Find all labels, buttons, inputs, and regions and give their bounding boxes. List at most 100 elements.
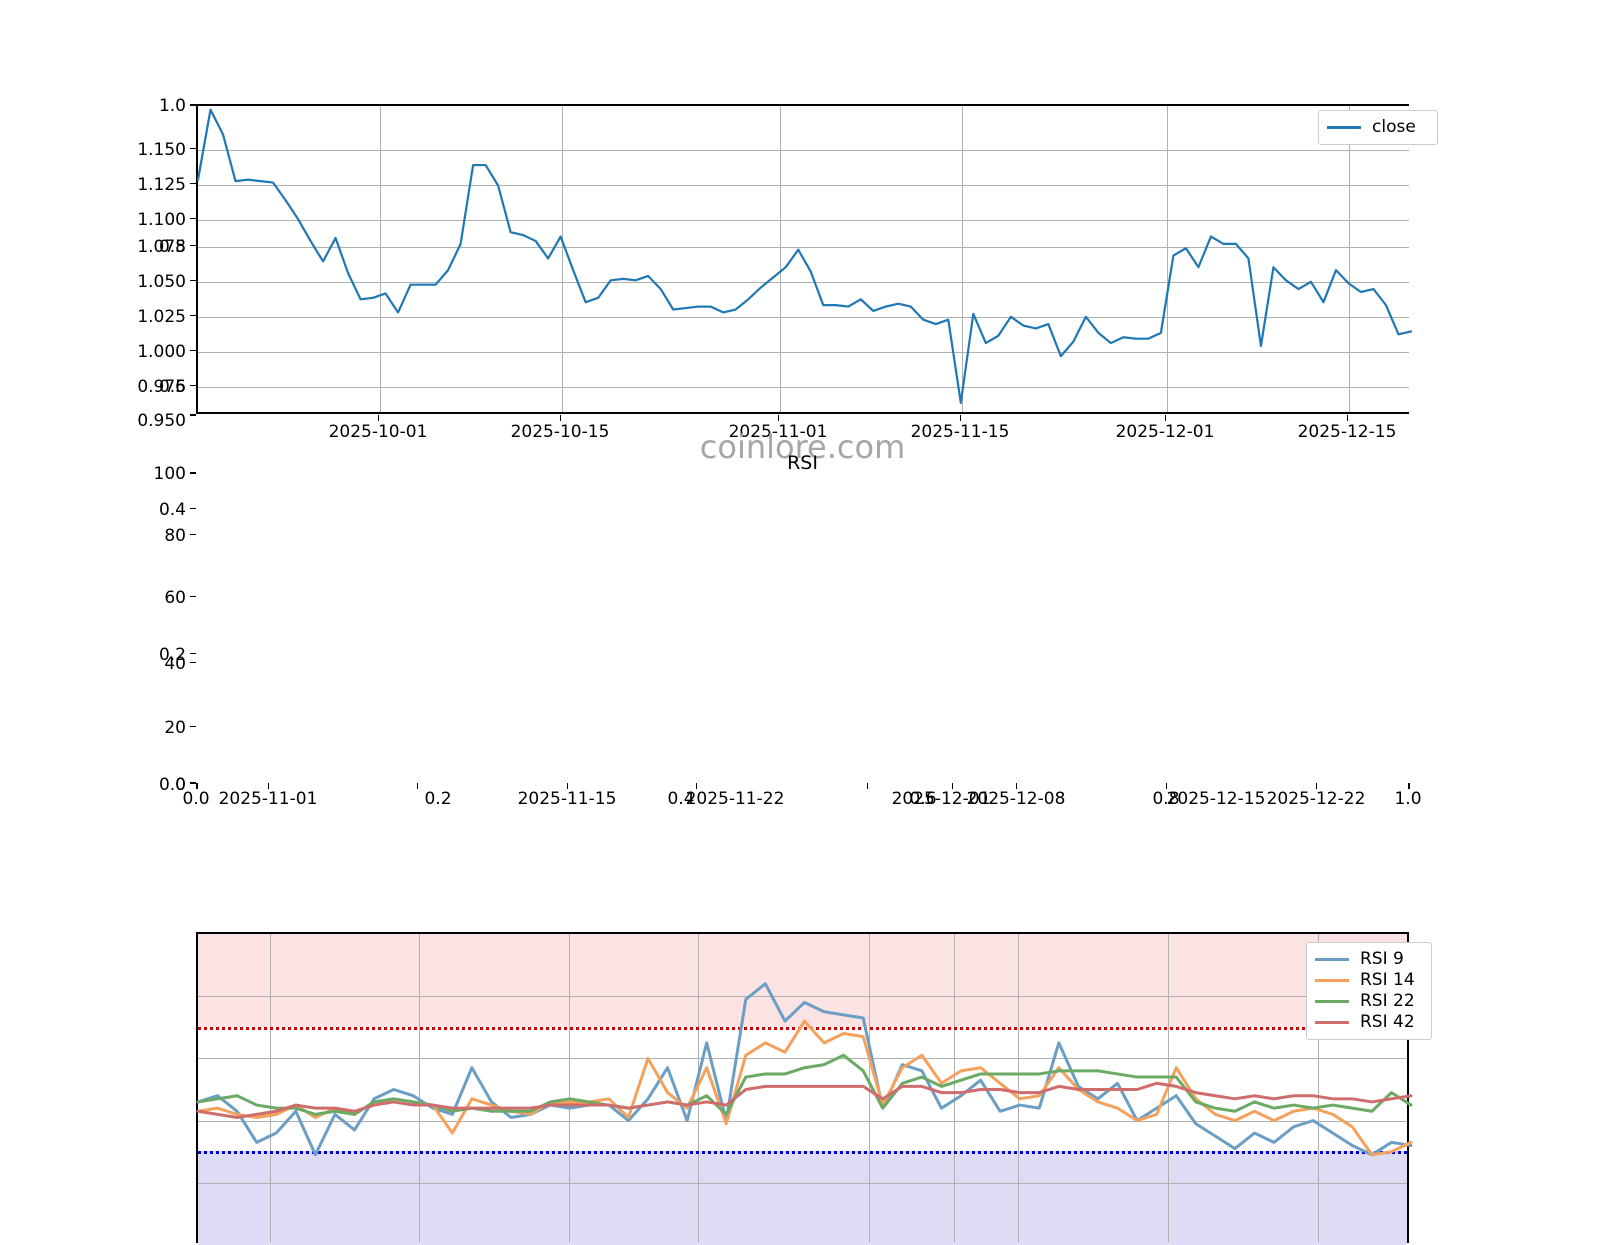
- price-y-tick-label: 0.975: [137, 377, 186, 397]
- legend-label: RSI 22: [1360, 991, 1415, 1011]
- axis-tick: [190, 596, 196, 597]
- legend-label: RSI 14: [1360, 970, 1415, 990]
- legend-item-rsi42[interactable]: RSI 42: [1315, 1012, 1421, 1033]
- rsi-x-tick-label: 2025-11-22: [685, 789, 785, 809]
- rsi-y-secondary-tick-label: 0.4: [158, 500, 186, 520]
- close-price-line: [196, 108, 1413, 404]
- axis-tick: [1166, 783, 1167, 789]
- rsi-panel-title: RSI: [787, 452, 818, 474]
- rsi-y-tick-label: 80: [164, 526, 186, 546]
- rsi-x-secondary-tick-label: 0.0: [182, 789, 210, 809]
- rsi-x-tick-label: 2025-12-01: [891, 789, 991, 809]
- price-y-tick-label: 1.125: [137, 175, 186, 195]
- gridline: [962, 106, 963, 412]
- legend-item-rsi22[interactable]: RSI 22: [1315, 991, 1421, 1012]
- axis-tick: [1016, 783, 1017, 789]
- axis-tick: [778, 415, 779, 421]
- axis-tick: [867, 783, 868, 789]
- axis-tick: [190, 218, 196, 219]
- rsi22-line-swatch-icon: [1315, 1000, 1349, 1003]
- rsi-x-tick-label: 2025-12-15: [1166, 789, 1266, 809]
- gridline: [380, 106, 381, 412]
- rsi-x-tick-label: 2025-12-22: [1266, 789, 1366, 809]
- rsi-plot-area: [196, 932, 1413, 1245]
- price-y-secondary-tick-label: 0.8: [158, 237, 186, 257]
- axis-tick: [196, 783, 198, 789]
- price-x-tick-label: 2025-11-15: [910, 422, 1010, 442]
- price-y-tick-label: 0.950: [137, 411, 186, 431]
- gridline: [198, 150, 1409, 151]
- axis-tick: [190, 245, 196, 246]
- gridline: [780, 106, 781, 412]
- axis-tick: [190, 782, 196, 784]
- gridline: [562, 106, 563, 412]
- axis-tick: [190, 726, 196, 727]
- gridline: [198, 185, 1409, 186]
- rsi-y-tick-label: 100: [153, 464, 186, 484]
- rsi-y-tick-label: 60: [164, 588, 186, 608]
- axis-tick: [190, 148, 196, 149]
- rsi14-line-swatch-icon: [1315, 979, 1349, 982]
- price-x-tick-label: 2025-12-15: [1297, 422, 1397, 442]
- rsi-x-secondary-tick-label: 0.6: [909, 789, 937, 809]
- axis-tick: [190, 508, 196, 509]
- rsi-panel: 100 80 60 40 20 0 0.4 0.2 0.0: [0, 460, 1600, 1245]
- rsi-y-secondary-tick-label: 0.2: [158, 645, 186, 665]
- axis-tick: [696, 783, 697, 789]
- axis-tick: [190, 472, 196, 474]
- price-y-tick-label: 1.000: [137, 342, 186, 362]
- axis-tick: [560, 415, 561, 421]
- rsi9-line-swatch-icon: [1315, 958, 1349, 961]
- gridline: [198, 352, 1409, 353]
- rsi-series-lines: [196, 982, 1413, 1157]
- axis-tick: [190, 662, 196, 663]
- price-legend: close: [1318, 110, 1438, 145]
- gridline: [1349, 106, 1350, 412]
- axis-tick: [190, 385, 196, 386]
- rsi-x-secondary-tick-label: 0.8: [1152, 789, 1180, 809]
- axis-tick: [567, 783, 568, 789]
- rsi-x-tick-label: 2025-11-15: [517, 789, 617, 809]
- rsi42-line-swatch-icon: [1315, 1021, 1349, 1024]
- axis-tick: [1347, 415, 1348, 421]
- rsi-y-tick-label: 40: [164, 654, 186, 674]
- rsi-x-secondary-tick-label: 0.4: [667, 789, 695, 809]
- legend-item-close[interactable]: close: [1327, 117, 1427, 138]
- axis-tick: [268, 783, 269, 789]
- axis-tick: [190, 315, 196, 316]
- price-y-tick-label: 1.075: [137, 237, 186, 257]
- rsi-x-tick-label: 2025-11-01: [218, 789, 318, 809]
- price-y-tick-label: 1.050: [137, 272, 186, 292]
- price-x-tick-label: 2025-10-15: [510, 422, 610, 442]
- rsi-y-secondary-tick-label: 0.0: [158, 775, 186, 795]
- gridline: [198, 317, 1409, 318]
- axis-tick: [1165, 415, 1166, 421]
- price-y-secondary-tick-label: 0.6: [158, 377, 186, 397]
- axis-tick: [190, 350, 196, 351]
- rsi-x-tick-label: 2025-12-08: [966, 789, 1066, 809]
- gridline: [1167, 106, 1168, 412]
- gridline: [198, 282, 1409, 283]
- axis-tick: [190, 183, 196, 184]
- legend-item-rsi14[interactable]: RSI 14: [1315, 970, 1421, 991]
- rsi-x-secondary-tick-label: 1.0: [1394, 789, 1422, 809]
- series-close: [196, 108, 1413, 404]
- axis-tick: [190, 534, 196, 535]
- gridline: [198, 220, 1409, 221]
- axis-tick: [190, 104, 196, 106]
- legend-label: RSI 9: [1360, 949, 1404, 969]
- rsi-y-tick-label: 20: [164, 718, 186, 738]
- rsi-y-tick-label: 0: [175, 775, 186, 795]
- gridline: [198, 387, 1409, 388]
- price-y-tick-label: 1.025: [137, 307, 186, 327]
- rsi-legend: RSI 9 RSI 14 RSI 22 RSI 42: [1306, 942, 1432, 1040]
- watermark-text: coinlore.com: [699, 428, 906, 466]
- price-x-tick-label: 2025-11-01: [728, 422, 828, 442]
- axis-tick: [1408, 783, 1410, 789]
- price-panel: 1.150 1.125 1.100 1.075 1.050 1.025 1.00…: [0, 0, 1600, 455]
- price-x-tick-label: 2025-10-01: [328, 422, 428, 442]
- gridline: [198, 247, 1409, 248]
- axis-tick: [190, 414, 196, 416]
- legend-item-rsi9[interactable]: RSI 9: [1315, 949, 1421, 970]
